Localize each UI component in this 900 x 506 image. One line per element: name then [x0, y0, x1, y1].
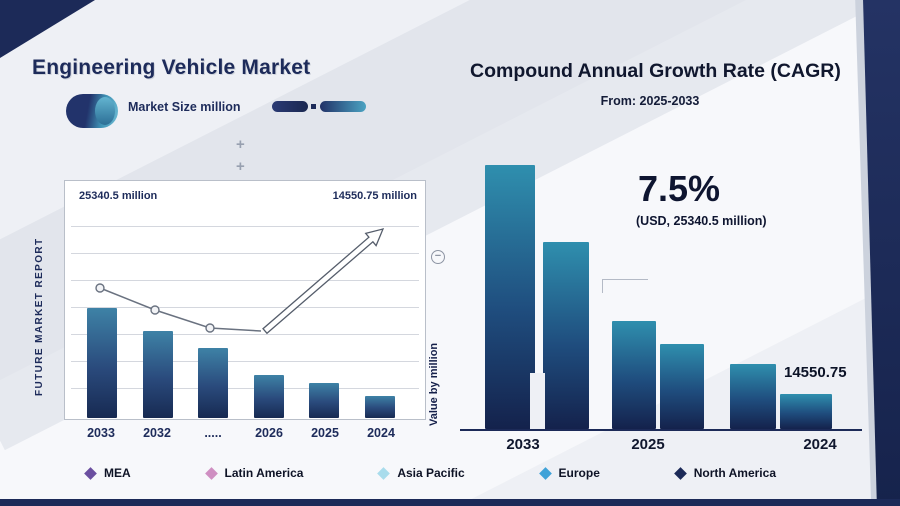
plus-decoration: +	[236, 136, 245, 153]
cylinder-cap	[95, 97, 115, 125]
legend-item-asia-pacific: Asia Pacific	[377, 466, 465, 480]
bar-2024-b	[780, 394, 832, 429]
x-label: 2024	[367, 426, 395, 440]
legend-label: Europe	[558, 466, 600, 480]
corner-bracket-decoration	[602, 279, 648, 293]
x-label-2033: 2033	[506, 436, 540, 453]
diamond-marker-icon	[377, 466, 391, 480]
diamond-marker-icon	[84, 466, 97, 480]
right-chart-plot-area: 7.5% (USD, 25340.5 million) 14550.75	[460, 158, 862, 431]
bar-2026	[253, 375, 284, 418]
white-notch-decoration	[530, 373, 545, 429]
x-label: 2025	[311, 426, 339, 440]
value-annotation-start: 25340.5 million	[79, 190, 158, 202]
diamond-marker-icon	[204, 466, 218, 480]
legend-label: Asia Pacific	[397, 466, 465, 480]
gradient-pill-decoration	[272, 101, 308, 112]
value-annotation-end: 14550.75 million	[332, 190, 417, 202]
x-label-2024: 2024	[803, 436, 837, 453]
x-label-2025: 2025	[631, 436, 665, 453]
bar-2024	[364, 396, 395, 418]
bar-2033-a	[485, 165, 535, 429]
corner-triangle-decoration	[0, 0, 95, 58]
x-label: 2026	[255, 426, 283, 440]
point-value-label: 14550.75	[784, 364, 847, 381]
minus-circle-decoration: −	[431, 250, 445, 264]
x-label: 2032	[143, 426, 171, 440]
bar-2025	[309, 383, 340, 418]
x-label: .....	[204, 426, 222, 440]
bar-2025-b	[660, 344, 704, 429]
bar-2033-b	[543, 242, 589, 429]
cagr-value: 7.5%	[638, 168, 721, 209]
bar-2024-a	[730, 364, 776, 429]
gradient-pill-decoration	[320, 101, 366, 112]
diamond-marker-icon	[538, 466, 552, 480]
legend-label: Latin America	[224, 466, 304, 480]
market-size-legend-label: Market Size million	[128, 100, 241, 114]
right-chart-subtitle: From: 2025-2033	[600, 94, 700, 108]
region-legend: MEA Latin America Asia Pacific Europe No…	[84, 466, 776, 480]
legend-label: North America	[693, 466, 776, 480]
x-label: 2033	[87, 426, 115, 440]
bar-mid	[198, 348, 229, 418]
legend-item-mea: MEA	[84, 466, 131, 480]
left-x-axis-labels: 2033 2032 ..... 2026 2025 2024	[84, 426, 398, 440]
bar-2032	[142, 331, 173, 418]
legend-item-europe: Europe	[538, 466, 600, 480]
legend-label: MEA	[104, 466, 131, 480]
bottom-navy-bar	[0, 499, 900, 506]
trend-line-and-arrow	[95, 228, 385, 335]
pill-separator-dot	[311, 104, 316, 109]
value-by-million-label: Value by million	[428, 342, 440, 426]
plus-decoration: +	[236, 158, 245, 175]
legend-item-latin-america: Latin America	[204, 466, 304, 480]
cagr-basis-note: (USD, 25340.5 million)	[636, 214, 767, 228]
left-chart-title: Engineering Vehicle Market	[32, 56, 311, 79]
diamond-marker-icon	[673, 466, 687, 480]
legend-item-north-america: North America	[673, 466, 776, 480]
bar-2033	[87, 308, 117, 418]
bar-2025-a	[612, 321, 656, 429]
left-bar-series	[87, 213, 395, 418]
cylinder-bar-icon	[66, 94, 118, 128]
future-market-report-label: FUTURE MARKET REPORT	[34, 237, 45, 397]
right-chart-title: Compound Annual Growth Rate (CAGR)	[470, 60, 841, 82]
left-chart-plot-area: 25340.5 million 14550.75 million	[64, 180, 426, 420]
